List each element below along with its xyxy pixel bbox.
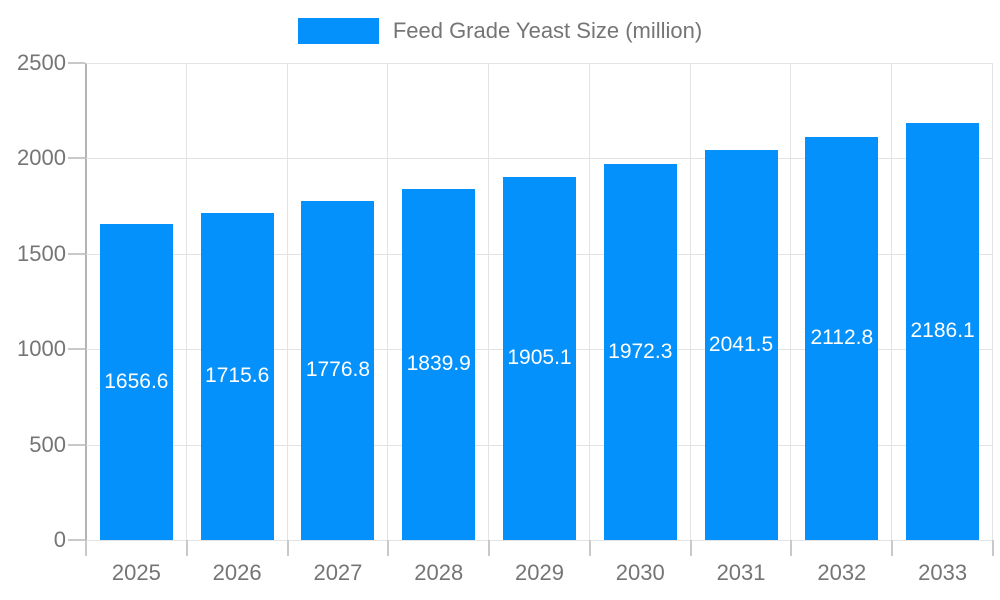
bar-value-label: 1972.3 [608,339,673,363]
y-tick-label: 0 [53,527,66,552]
y-axis-tick [68,157,85,160]
x-gridline [790,63,792,540]
legend[interactable]: Feed Grade Yeast Size (million) [0,18,1000,44]
x-tick-label: 2026 [212,560,262,585]
x-axis-tick [790,540,793,556]
bar[interactable] [503,176,576,540]
x-axis-tick [689,540,692,556]
y-gridline [86,63,993,64]
bar-value-label: 1715.6 [205,364,270,388]
x-tick-label: 2033 [918,560,968,585]
y-axis-tick [68,252,85,255]
x-axis-tick [891,540,894,556]
bar[interactable] [99,223,173,540]
y-gridline [86,158,993,160]
bar[interactable] [805,136,879,540]
x-gridline [185,63,187,540]
bar[interactable] [402,188,476,540]
x-axis-tick [185,540,188,556]
x-tick-label: 2028 [414,560,464,585]
x-gridline [588,63,590,540]
plot-area: 1656.6 1715.6 1776.8 1839.9 1905.1 1972.3 2041… [86,63,993,541]
bar-value-label: 1839.9 [406,352,471,376]
y-tick-label: 1500 [17,240,66,266]
x-gridline [891,63,893,540]
x-axis-tick [85,540,87,556]
y-axis-tick [68,443,85,446]
bar-value-label: 1776.8 [305,358,371,382]
x-tick-label: 2031 [716,560,766,585]
bar[interactable] [906,122,980,540]
x-axis-tick [387,540,390,556]
y-axis-tick [68,539,85,541]
x-tick-label: 2025 [111,560,161,585]
y-tick-label: 1000 [17,336,66,362]
y-tick-label: 2000 [17,145,66,171]
y-gridline [86,540,993,541]
x-axis-tick [488,540,491,556]
x-gridline [488,63,490,540]
x-tick-label: 2027 [313,560,363,585]
bar-value-label: 2112.8 [810,326,874,350]
bar-value-label: 1656.6 [104,369,169,393]
legend-label: Feed Grade Yeast Size (million) [392,18,703,43]
x-gridline [286,63,288,540]
bar[interactable] [704,150,778,540]
x-tick-label: 2030 [615,560,665,585]
bar-value-label: 2186.1 [910,319,975,343]
bar[interactable] [200,212,274,540]
y-tick-label: 2500 [17,50,66,75]
y-tick-label: 500 [29,431,66,457]
x-axis-tick [286,540,289,556]
legend-swatch [297,18,379,44]
x-tick-label: 2029 [515,560,564,585]
bar[interactable] [301,201,375,540]
bar-value-label: 2041.5 [708,333,774,357]
x-gridline [387,63,389,540]
x-axis-tick [588,540,591,556]
x-gridline [689,63,691,540]
y-axis-tick [68,348,85,351]
y-axis-line [85,63,87,556]
x-gridline [992,63,993,540]
x-axis-tick [992,540,994,556]
bar-value-label: 1905.1 [507,346,572,370]
x-tick-label: 2032 [817,560,867,585]
bar[interactable] [603,163,677,540]
y-axis-tick [68,62,85,64]
